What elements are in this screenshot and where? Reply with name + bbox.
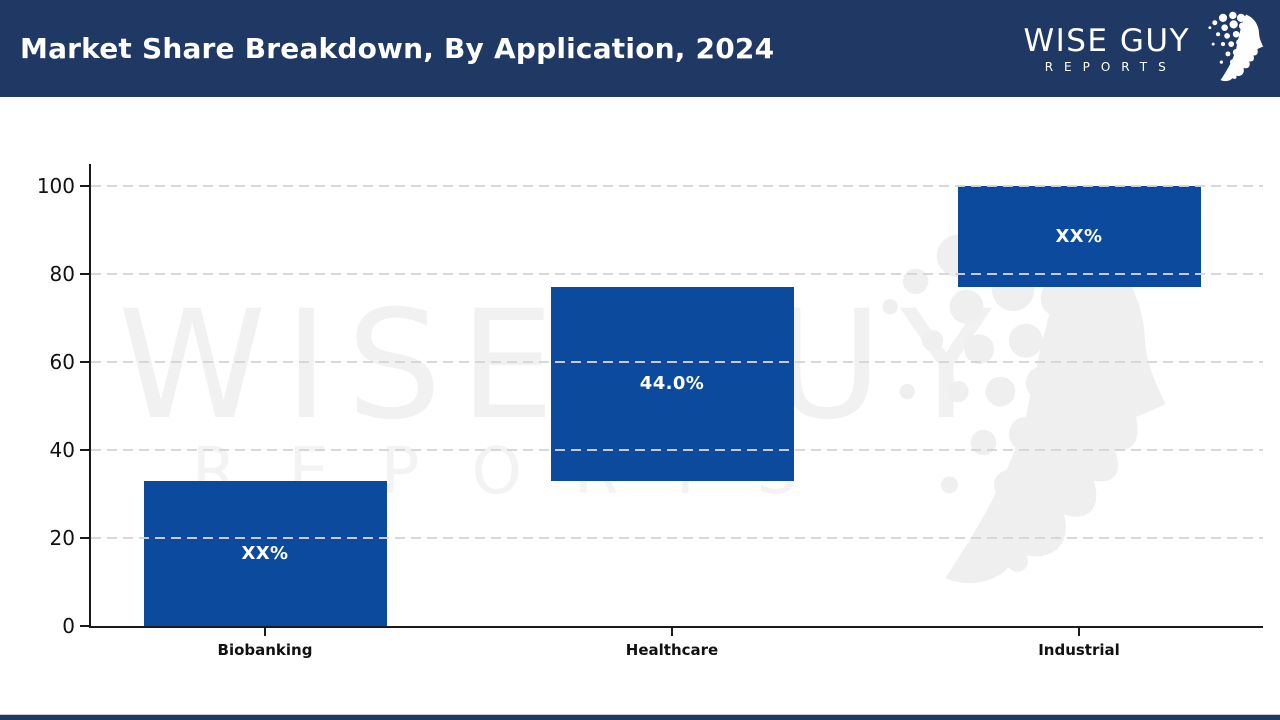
bar-value-label: XX%	[1055, 226, 1103, 248]
logo-subtitle: REPORTS	[1044, 60, 1177, 74]
y-tick-label: 20	[49, 526, 75, 550]
header-bar: Market Share Breakdown, By Application, …	[0, 0, 1280, 97]
y-tick-label: 0	[62, 614, 75, 638]
logo-wordmark: WISE GUY	[1023, 23, 1190, 59]
x-tick-mark	[671, 628, 673, 636]
x-tick-label-biobanking: Biobanking	[217, 641, 313, 659]
bar-biobanking: XX%	[143, 480, 387, 626]
bar-healthcare: 44.0%	[550, 287, 794, 481]
gridline-20	[91, 537, 1263, 539]
y-tick-label: 40	[49, 438, 75, 462]
gridline-40	[91, 449, 1263, 451]
y-tick-label: 100	[36, 174, 75, 198]
x-tick-label-industrial: Industrial	[1038, 641, 1120, 659]
dot-face-icon	[1208, 11, 1264, 82]
bar-industrial: XX%	[957, 186, 1201, 288]
y-tick-mark	[80, 361, 89, 363]
y-tick-label: 60	[49, 350, 75, 374]
bar-value-label: 44.0%	[639, 373, 705, 395]
y-tick-label: 80	[49, 262, 75, 286]
y-tick-mark	[80, 537, 89, 539]
chart-area: WISE GUY REPORTS 0 20 40 60 80 100 XX% Biobanki…	[0, 97, 1280, 714]
y-tick-mark	[80, 185, 89, 187]
gridline-100	[91, 185, 1263, 187]
x-tick-mark	[264, 628, 266, 636]
wise-guy-reports-logo: WISE GUY REPORTS	[1023, 5, 1264, 93]
footer-bar	[0, 714, 1280, 720]
page-title: Market Share Breakdown, By Application, …	[20, 32, 775, 65]
x-tick-label-healthcare: Healthcare	[625, 641, 719, 659]
x-tick-mark	[1078, 628, 1080, 636]
logo-text: WISE GUY REPORTS	[1023, 24, 1190, 74]
bar-value-label: XX%	[241, 542, 289, 564]
plot-area: 0 20 40 60 80 100 XX% Biobanking 44.0% Healthcare…	[37, 164, 1263, 659]
gridline-60	[91, 361, 1263, 363]
y-tick-mark	[80, 273, 89, 275]
y-tick-mark	[80, 449, 89, 451]
y-tick-mark	[80, 625, 89, 627]
gridline-80	[91, 273, 1263, 275]
